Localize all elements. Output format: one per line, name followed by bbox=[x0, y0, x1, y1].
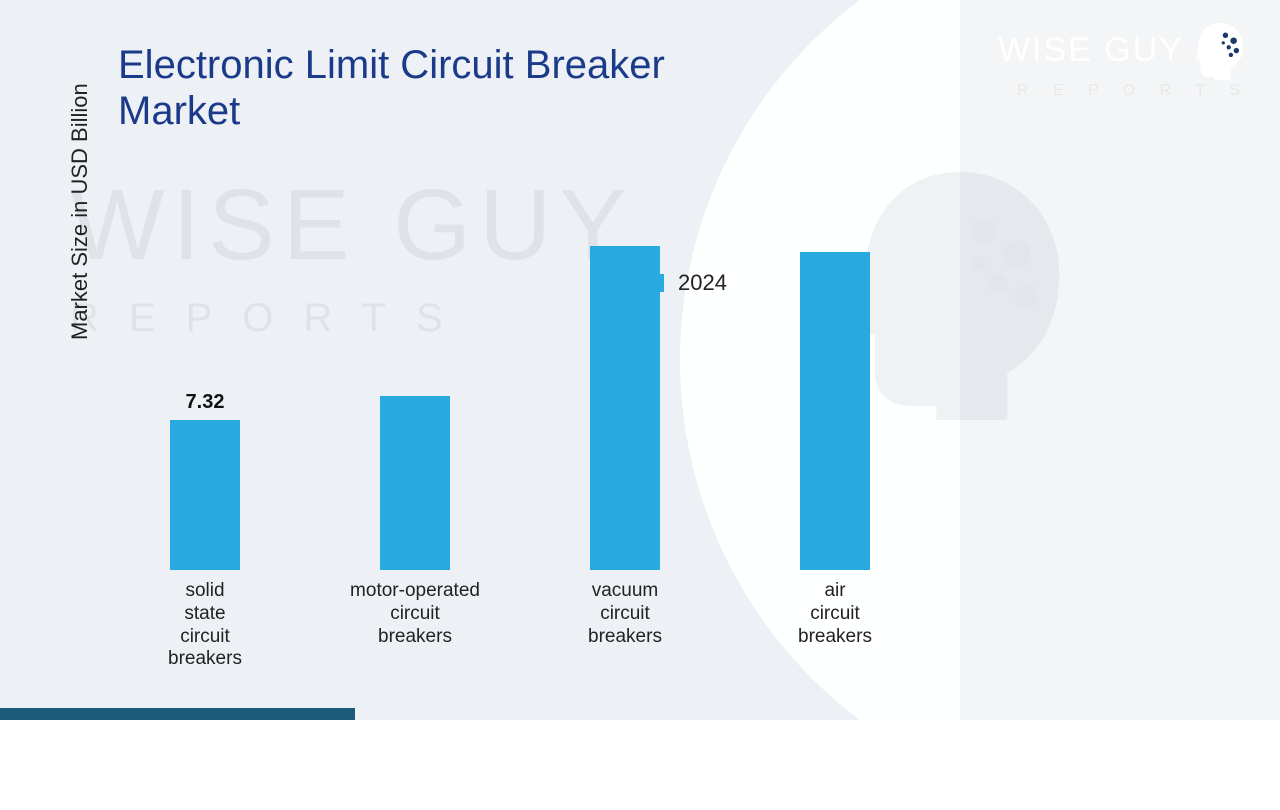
legend-label: 2024 bbox=[678, 270, 727, 296]
y-axis-label: Market Size in USD Billion bbox=[67, 83, 93, 340]
bottom-accent-bar bbox=[0, 708, 355, 720]
bar-chart: 2024 7.32solidstatecircuitbreakersmotor-… bbox=[110, 160, 930, 600]
brand-logo-text: WISE GUY bbox=[998, 31, 1184, 70]
chart-title: Electronic Limit Circuit Breaker Market bbox=[118, 42, 758, 134]
bar-category-label: vacuumcircuitbreakers bbox=[545, 580, 705, 648]
brand-head-icon bbox=[1190, 20, 1250, 80]
brand-logo: WISE GUY R E P O R T S bbox=[998, 20, 1250, 100]
bar bbox=[380, 396, 450, 570]
bar bbox=[170, 420, 240, 570]
bar bbox=[800, 252, 870, 570]
brand-logo-main: WISE GUY bbox=[998, 20, 1250, 80]
bar-value-label: 7.32 bbox=[186, 391, 225, 414]
brand-logo-sub: R E P O R T S bbox=[998, 82, 1250, 100]
bar-category-label: motor-operatedcircuitbreakers bbox=[335, 580, 495, 648]
bar-category-label: aircircuitbreakers bbox=[755, 580, 915, 648]
bar-category-label: solidstatecircuitbreakers bbox=[125, 580, 285, 671]
bar bbox=[590, 246, 660, 570]
